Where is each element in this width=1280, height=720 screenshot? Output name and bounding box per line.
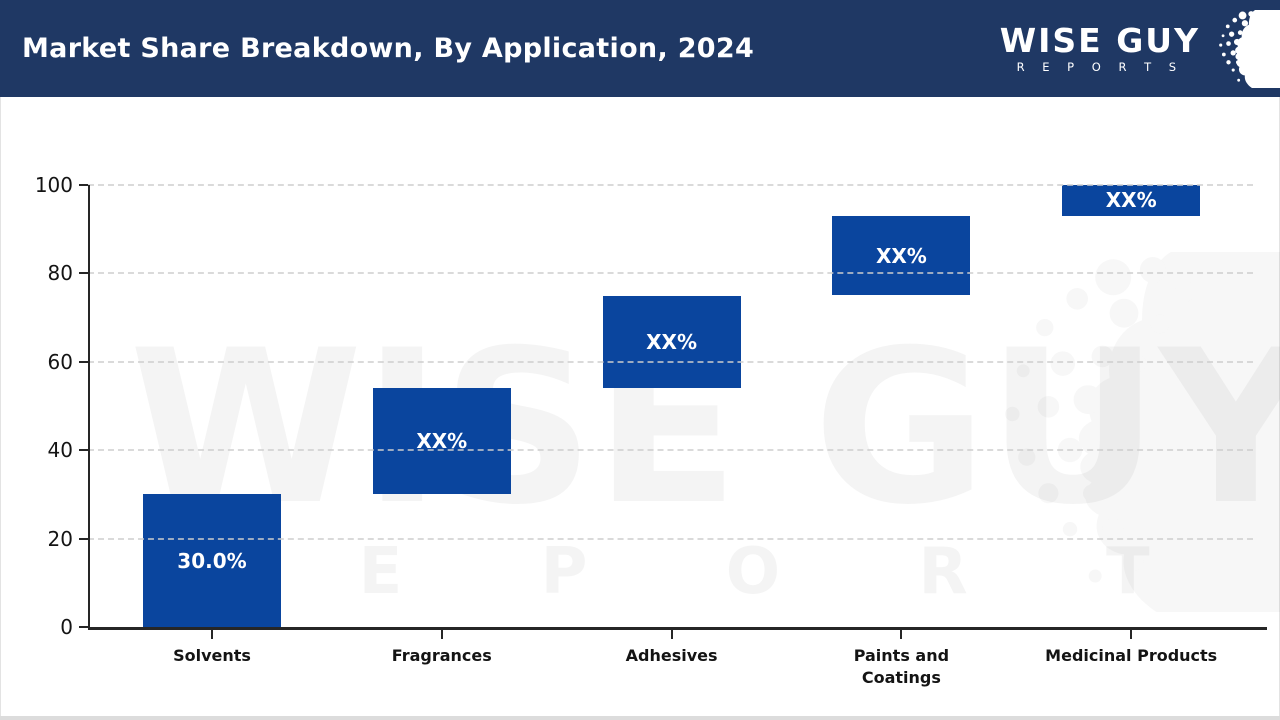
x-category-label-line: Solvents (173, 646, 251, 665)
x-category-label-line: Paints and (853, 646, 950, 665)
y-tick-mark-40 (79, 449, 88, 452)
bar-paints-and-coatings: XX% (832, 215, 971, 296)
x-category-label-adhesives: Adhesives (626, 645, 718, 667)
x-category-label-paints-and-coatings: Paints and Coatings (854, 645, 949, 688)
gridline-20 (88, 537, 1253, 540)
x-category-label-line: Adhesives (625, 646, 718, 665)
header-bar: Market Share Breakdown, By Application, … (0, 0, 1280, 97)
y-tick-mark-100 (79, 184, 88, 186)
y-tick-label-100: 100 (34, 173, 73, 197)
x-category-label-line: Fragrances (391, 646, 492, 665)
chart-title: Market Share Breakdown, By Application, … (22, 33, 755, 64)
bar-fragrances: XX% (372, 388, 511, 495)
gridline-80 (88, 272, 1253, 275)
logo-head-icon (1219, 9, 1280, 88)
y-tick-mark-80 (79, 272, 88, 275)
y-tick-label-60: 60 (47, 349, 73, 374)
gridline-40 (88, 449, 1253, 452)
y-tick-label-20: 20 (47, 526, 73, 551)
x-category-label-fragrances: Fragrances (392, 645, 492, 667)
bar-value-label-paints-and-coatings: XX% (875, 243, 927, 268)
x-tick-mark-paints-and-coatings (900, 630, 903, 639)
bar-solvents: 30.0% (143, 494, 281, 627)
plot-area: 0 20 40 60 80 100 30.0% XX% XX% XX% XX% Solvents Fra… (1, 97, 1279, 716)
y-tick-mark-60 (79, 360, 88, 363)
logo-text: WISE GUY R E P O R T S (1000, 24, 1200, 74)
x-tick-mark-adhesives (670, 630, 673, 639)
y-tick-mark-0 (79, 626, 88, 628)
logo-wordmark: WISE GUY (999, 20, 1200, 60)
x-category-label-line: Coatings (861, 667, 941, 687)
x-axis-line (88, 627, 1267, 630)
y-axis-spine (88, 185, 90, 627)
bar-value-label-solvents: 30.0% (177, 548, 247, 573)
logo-subtitle: R E P O R T S (1016, 59, 1184, 74)
y-tick-label-80: 80 (47, 261, 73, 286)
bottom-strip (0, 716, 1280, 720)
bar-value-label-medicinal-products: XX% (1105, 188, 1157, 213)
wise-guy-reports-logo: WISE GUY R E P O R T S (1000, 0, 1280, 97)
x-category-label-solvents: Solvents (173, 645, 251, 667)
x-tick-mark-medicinal-products (1130, 630, 1133, 639)
x-tick-mark-solvents (211, 630, 213, 639)
gridline-100 (88, 184, 1253, 186)
x-category-label-line: Medicinal Products (1045, 646, 1218, 665)
gridline-60 (88, 360, 1253, 363)
bar-adhesives: XX% (602, 295, 741, 389)
bar-medicinal-products: XX% (1062, 185, 1201, 216)
y-tick-label-0: 0 (60, 615, 73, 639)
chart-area: WISE GUY R E P O R T S 02040608010030.0%… (0, 97, 1280, 716)
y-tick-label-40: 40 (47, 438, 73, 463)
y-tick-mark-20 (79, 537, 88, 540)
bar-value-label-adhesives: XX% (646, 329, 698, 354)
x-tick-mark-fragrances (440, 630, 443, 639)
x-category-label-medicinal-products: Medicinal Products (1045, 645, 1217, 667)
